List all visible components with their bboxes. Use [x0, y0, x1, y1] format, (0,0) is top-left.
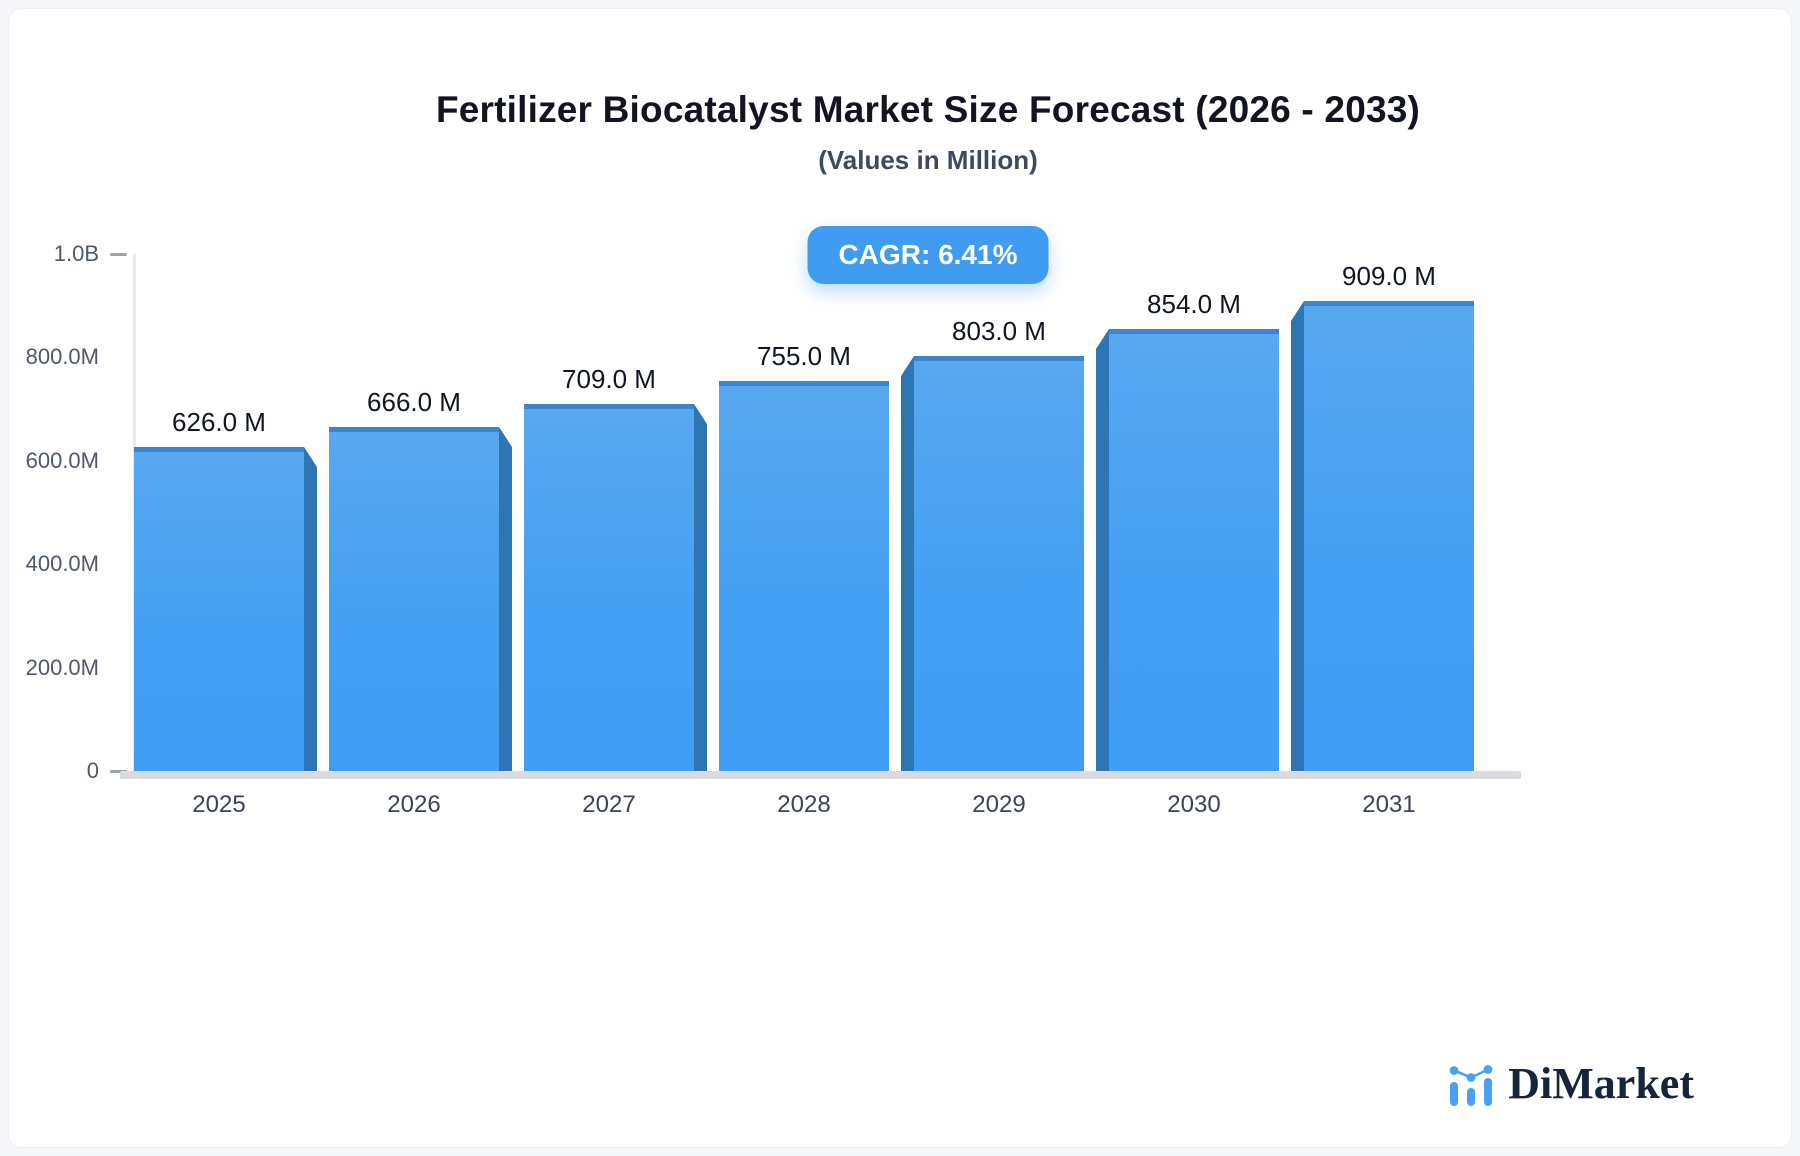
bar-top-edge — [719, 381, 889, 386]
bar-value-label: 666.0 M — [367, 387, 461, 417]
bar-3d-side-panel — [901, 356, 914, 771]
x-axis-label: 2026 — [387, 791, 441, 818]
x-axis-baseline — [120, 771, 1521, 779]
x-axis-label: 2030 — [1167, 791, 1221, 818]
bar-value-label: 755.0 M — [757, 341, 851, 371]
bar-top-edge — [134, 447, 304, 452]
x-axis-label: 2027 — [582, 791, 636, 818]
bar-2029[interactable] — [914, 356, 1084, 771]
bar-value-label: 626.0 M — [172, 407, 266, 437]
bar-2031[interactable] — [1304, 301, 1474, 771]
bar-top-edge — [329, 427, 499, 432]
y-axis-tick: 600.0M — [9, 448, 127, 474]
bar-2026[interactable] — [329, 427, 499, 771]
x-axis-label: 2028 — [777, 791, 831, 818]
logo-wordmark: DiMarket — [1508, 1059, 1694, 1108]
chart-subtitle: (Values in Million) — [818, 145, 1038, 175]
bar-top-edge — [914, 356, 1084, 361]
bar-value-label: 909.0 M — [1342, 261, 1436, 291]
bar-3d-side-panel — [304, 447, 317, 771]
bar-top-edge — [1304, 301, 1474, 306]
y-axis-tick-label: 600.0M — [25, 448, 99, 473]
bar-value-label: 709.0 M — [562, 364, 656, 394]
bar-3d-side-panel — [1291, 301, 1304, 771]
chart-card: Fertilizer Biocatalyst Market Size Forec… — [8, 8, 1792, 1148]
y-axis-tick: 1.0B — [9, 241, 127, 267]
x-axis-label: 2025 — [192, 791, 246, 818]
y-axis-tick-label: 200.0M — [25, 655, 99, 680]
y-axis-tick: 400.0M — [9, 551, 127, 577]
bar-2030[interactable] — [1109, 329, 1279, 771]
y-axis-tick-label: 400.0M — [25, 551, 99, 576]
bar-top-edge — [524, 404, 694, 409]
chart-title: Fertilizer Biocatalyst Market Size Forec… — [435, 89, 1421, 130]
dimarket-logo: DiMarket — [1448, 1062, 1694, 1106]
bar-3d-side-panel — [694, 404, 707, 771]
bar-3d-side-panel — [1096, 329, 1109, 771]
bar-top-edge — [1109, 329, 1279, 334]
x-axis-label: 2029 — [972, 791, 1026, 818]
y-axis-tick-label: 1.0B — [53, 241, 99, 266]
y-axis-tick-label: 0 — [86, 758, 99, 783]
bar-3d-side-panel — [499, 427, 512, 771]
y-axis-tick-dash — [110, 252, 127, 256]
bar-value-label: 854.0 M — [1147, 289, 1241, 319]
y-axis-tick: 0 — [9, 758, 127, 784]
y-axis-tick-label: 800.0M — [25, 344, 99, 369]
cagr-badge: CAGR: 6.41% — [807, 226, 1049, 284]
y-axis-tick: 800.0M — [9, 344, 127, 370]
bar-2027[interactable] — [524, 404, 694, 771]
bar-2025[interactable] — [134, 447, 304, 771]
chart-header: Fertilizer Biocatalyst Market Size Forec… — [37, 89, 1800, 176]
y-axis-tick: 200.0M — [9, 655, 127, 681]
y-axis-tick-dash — [110, 769, 127, 773]
chart-bars-icon — [1449, 1065, 1493, 1106]
x-axis-label: 2031 — [1362, 791, 1416, 818]
bar-chart-area: 1.0B 800.0M 600.0M 400.0M 200.0M 0 626.0 M 2025… — [9, 9, 1791, 1147]
bar-2028[interactable] — [719, 381, 889, 771]
bar-value-label: 803.0 M — [952, 316, 1046, 346]
